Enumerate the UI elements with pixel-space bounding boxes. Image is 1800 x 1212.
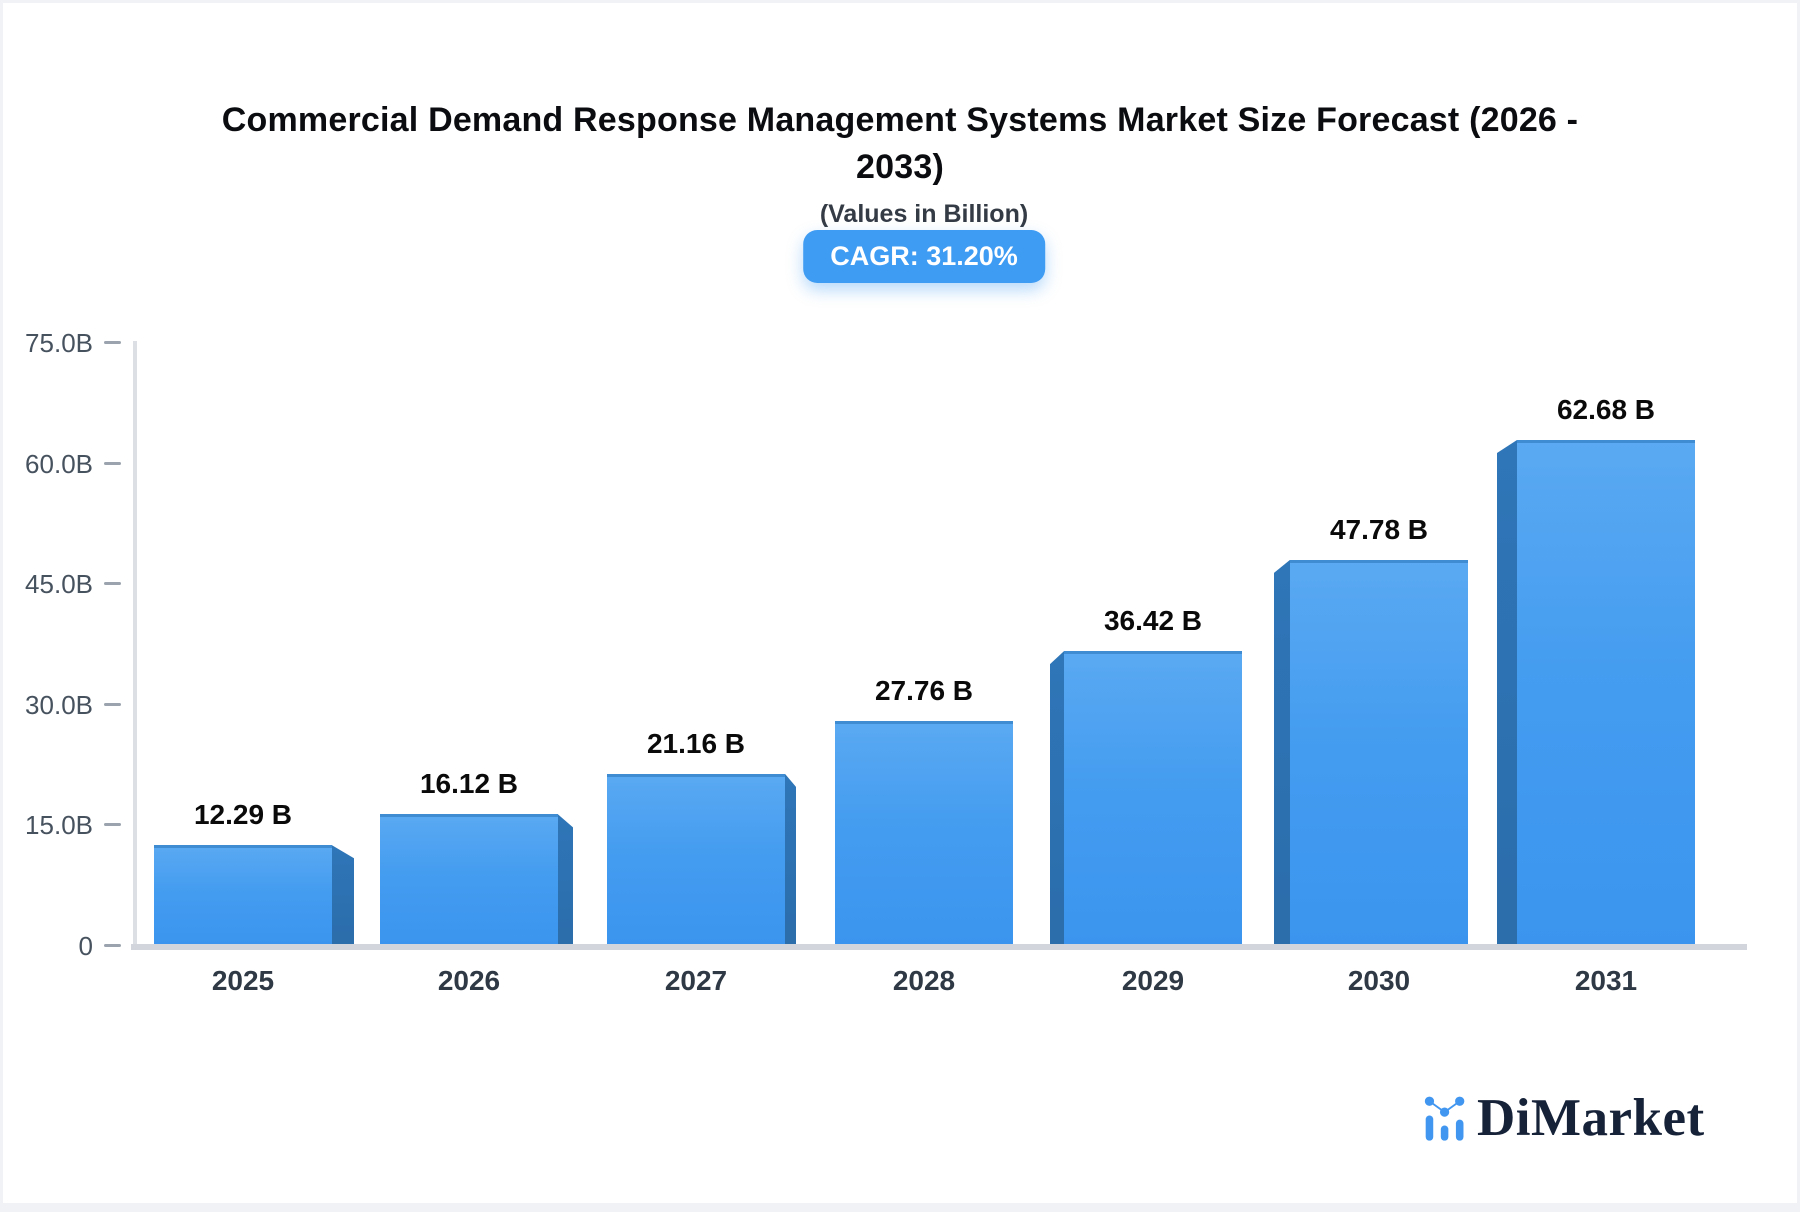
chart-title-line2: 2033) <box>856 148 944 186</box>
y-tick-mark <box>104 582 121 586</box>
bar-2027 <box>607 773 785 944</box>
dimarket-logo: DiMarket <box>1424 1089 1705 1147</box>
x-axis-baseline <box>131 944 1747 950</box>
chart-title-line1: Commercial Demand Response Management Sy… <box>221 101 1579 139</box>
y-tick-mark <box>104 823 121 827</box>
mini-bar-chart-icon <box>1424 1096 1465 1141</box>
bar-2029 <box>1064 651 1242 944</box>
bar-side-panel <box>1497 440 1517 944</box>
x-axis-label: 2029 <box>1121 965 1185 996</box>
x-axis-label: 2026 <box>437 965 501 996</box>
bar-side-panel <box>558 814 573 944</box>
chart-title: Commercial Demand Response Management Sy… <box>3 97 1797 191</box>
bar-2025 <box>154 845 332 944</box>
y-axis-label: 15.0B <box>25 810 93 841</box>
y-axis-label: 45.0B <box>25 569 93 600</box>
chart-card: Commercial Demand Response Management Sy… <box>3 3 1797 1203</box>
x-axis-label: 2027 <box>664 965 728 996</box>
y-tick-mark <box>104 341 121 344</box>
y-axis-label: 30.0B <box>25 689 93 720</box>
y-tick-mark <box>104 944 121 947</box>
x-axis-label: 2030 <box>1347 965 1411 996</box>
bar-value-label: 21.16 B <box>646 727 746 759</box>
x-axis-label: 2025 <box>211 965 275 996</box>
x-axis-label: 2028 <box>892 965 956 996</box>
bar-side-panel <box>1274 559 1290 944</box>
bar-side-panel <box>1050 651 1064 944</box>
bar-2026 <box>380 814 558 944</box>
y-axis-label: 75.0B <box>25 328 93 358</box>
bar-2030 <box>1290 559 1468 944</box>
bar-value-label: 62.68 B <box>1556 394 1656 426</box>
y-axis-label: 0 <box>78 931 93 961</box>
bar-2031 <box>1517 440 1695 944</box>
x-axis-label: 2031 <box>1574 965 1638 996</box>
chart-subtitle: (Values in Billion) <box>819 200 1029 228</box>
y-tick-mark <box>104 461 121 465</box>
bar-value-label: 16.12 B <box>419 768 519 800</box>
bar-2028 <box>835 720 1013 944</box>
bar-side-panel <box>332 845 354 944</box>
y-tick-mark <box>104 702 121 706</box>
bar-value-label: 36.42 B <box>1103 605 1203 637</box>
cagr-badge: CAGR: 31.20% <box>803 230 1045 283</box>
bar-value-label: 27.76 B <box>874 674 974 706</box>
bar-value-label: 47.78 B <box>1329 513 1429 545</box>
y-axis-label: 60.0B <box>25 448 93 479</box>
bar-value-label: 12.29 B <box>193 799 293 831</box>
bar-side-panel <box>785 773 796 944</box>
y-axis-line <box>133 341 137 949</box>
logo-text: DiMarket <box>1477 1089 1705 1147</box>
